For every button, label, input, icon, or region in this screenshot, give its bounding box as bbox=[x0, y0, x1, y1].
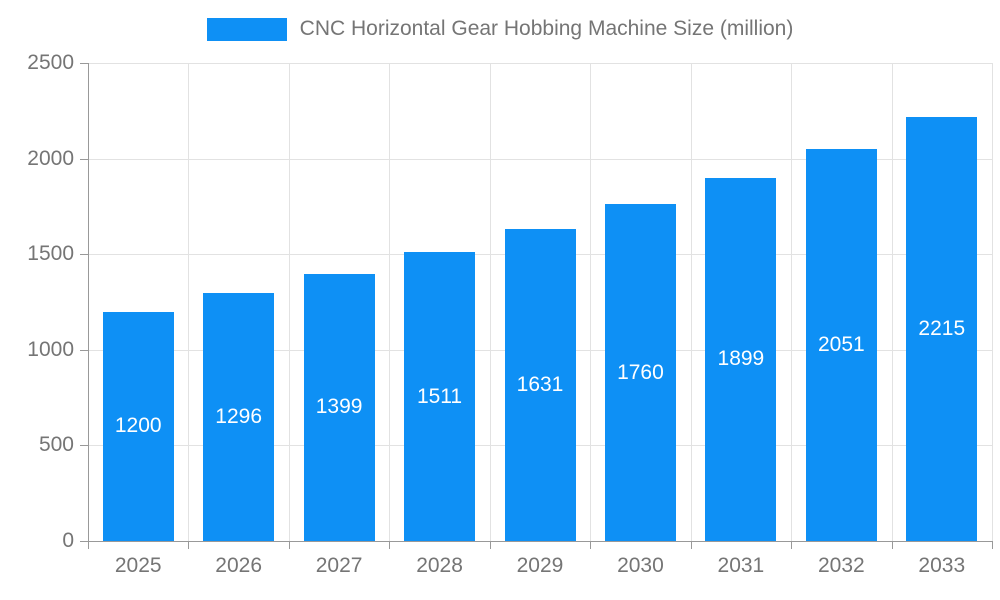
bar: 2051 bbox=[805, 148, 877, 541]
x-tick-mark bbox=[590, 541, 592, 549]
x-tick-mark bbox=[690, 541, 692, 549]
v-gridline bbox=[489, 63, 491, 541]
y-axis-line bbox=[88, 63, 89, 549]
bar-value-label: 2215 bbox=[918, 317, 966, 341]
v-gridline bbox=[891, 63, 893, 541]
x-tick-mark bbox=[288, 541, 290, 549]
x-tick-label: 2028 bbox=[416, 554, 463, 577]
y-tick-label: 2000 bbox=[27, 146, 74, 170]
x-tick-mark bbox=[992, 541, 993, 549]
bar: 1760 bbox=[604, 204, 676, 541]
bar-value-label: 1631 bbox=[516, 373, 564, 397]
v-gridline bbox=[389, 63, 391, 541]
x-tick-mark bbox=[188, 541, 190, 549]
x-tick-label: 2031 bbox=[717, 554, 765, 577]
bar: 1899 bbox=[705, 177, 777, 541]
bar-value-label: 1399 bbox=[315, 395, 363, 419]
bar: 1631 bbox=[504, 229, 576, 541]
v-gridline bbox=[288, 63, 290, 541]
bar: 1399 bbox=[303, 273, 375, 541]
x-tick-label: 2032 bbox=[817, 554, 865, 577]
y-tick-label: 500 bbox=[38, 433, 74, 457]
bar: 1511 bbox=[404, 252, 476, 541]
x-tick-label: 2026 bbox=[215, 554, 263, 577]
x-tick-mark bbox=[791, 541, 793, 549]
y-tick-mark bbox=[80, 254, 88, 256]
h-gridline bbox=[88, 63, 992, 64]
bar-value-label: 1760 bbox=[617, 360, 664, 384]
y-tick-label: 1000 bbox=[27, 337, 74, 361]
x-tick-mark bbox=[489, 541, 491, 549]
y-tick-mark bbox=[80, 63, 88, 64]
legend-label: CNC Horizontal Gear Hobbing Machine Size… bbox=[299, 17, 794, 40]
legend-swatch bbox=[206, 17, 287, 41]
x-tick-mark bbox=[891, 541, 893, 549]
x-tick-label: 2030 bbox=[617, 554, 664, 577]
y-tick-mark bbox=[80, 349, 88, 351]
bar: 1200 bbox=[102, 311, 174, 541]
bar-value-label: 1899 bbox=[717, 347, 765, 371]
bar-value-label: 2051 bbox=[817, 332, 865, 356]
bar-value-label: 1511 bbox=[416, 384, 463, 408]
h-gridline bbox=[88, 158, 992, 160]
v-gridline bbox=[690, 63, 692, 541]
v-gridline bbox=[992, 63, 993, 541]
bar-value-label: 1200 bbox=[114, 414, 162, 438]
x-axis-line bbox=[80, 541, 992, 542]
x-tick-label: 2029 bbox=[516, 554, 564, 577]
x-tick-label: 2033 bbox=[918, 554, 966, 577]
y-tick-mark bbox=[80, 158, 88, 160]
x-tick-label: 2027 bbox=[315, 554, 363, 577]
y-tick-mark bbox=[80, 445, 88, 447]
v-gridline bbox=[188, 63, 190, 541]
x-tick-label: 2025 bbox=[114, 554, 162, 577]
bar: 2215 bbox=[906, 117, 978, 541]
bar-value-label: 1296 bbox=[215, 405, 263, 429]
x-tick-mark bbox=[389, 541, 391, 549]
y-tick-label: 0 bbox=[62, 529, 74, 552]
bar: 1296 bbox=[203, 293, 275, 541]
y-tick-label: 1500 bbox=[27, 242, 74, 266]
v-gridline bbox=[791, 63, 793, 541]
legend: CNC Horizontal Gear Hobbing Machine Size… bbox=[0, 17, 1000, 41]
y-tick-label: 2500 bbox=[27, 51, 74, 74]
v-gridline bbox=[590, 63, 592, 541]
